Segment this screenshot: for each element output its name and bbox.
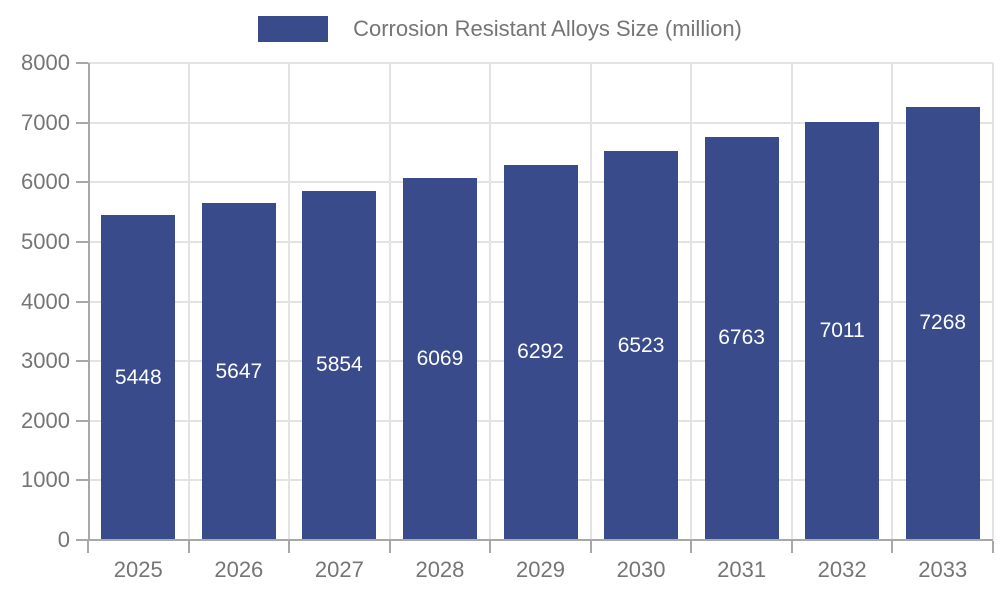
v-gridline [992, 63, 994, 540]
bar-value-label: 6069 [416, 347, 464, 371]
x-axis-line [88, 539, 993, 541]
bar: 6763 [704, 136, 779, 540]
bar: 5854 [302, 190, 377, 540]
h-gridline [88, 62, 993, 64]
y-tick [76, 539, 88, 541]
x-tick-label: 2031 [717, 557, 767, 582]
x-tick-label: 2028 [415, 557, 465, 582]
y-tick-label: 6000 [21, 169, 70, 195]
x-tick-label: 2025 [113, 557, 163, 582]
h-gridline [88, 121, 993, 124]
v-gridline [388, 63, 391, 540]
v-gridline [489, 63, 492, 540]
y-tick-label: 7000 [21, 109, 70, 135]
y-tick [76, 62, 88, 64]
x-tick-label: 2026 [214, 557, 264, 582]
bar: 5647 [201, 203, 276, 540]
bar: 7011 [805, 121, 880, 540]
bar-value-label: 5448 [114, 365, 162, 389]
x-tick [288, 541, 291, 553]
x-tick [992, 541, 994, 553]
x-tick [187, 541, 190, 553]
y-tick [76, 300, 88, 303]
y-tick [76, 240, 88, 243]
legend-swatch [258, 16, 329, 42]
y-tick [76, 121, 88, 124]
bar: 6069 [402, 178, 477, 540]
v-gridline [288, 63, 291, 540]
bar-value-label: 5647 [215, 359, 263, 383]
bar-value-label: 6523 [617, 333, 665, 357]
x-tick [87, 541, 89, 553]
v-gridline [690, 63, 693, 540]
y-tick [76, 419, 88, 422]
bar: 7268 [905, 106, 980, 540]
bar-value-label: 7268 [919, 311, 967, 335]
bar: 6292 [503, 164, 578, 540]
bar-value-label: 6763 [718, 326, 765, 350]
plot-area: 5448 5647 5854 6069 6292 6523 6763 7011 7268 0 10… [21, 50, 994, 582]
bar: 5448 [101, 215, 176, 540]
y-tick-label: 2000 [21, 407, 70, 433]
v-gridline [187, 63, 190, 540]
x-tick-label: 2033 [918, 557, 968, 582]
y-axis-line [88, 63, 90, 540]
bar-value-label: 5854 [316, 353, 363, 377]
x-tick [388, 541, 391, 553]
legend-label: Corrosion Resistant Alloys Size (million… [353, 16, 742, 41]
v-gridline [790, 63, 793, 540]
x-tick [489, 541, 492, 553]
x-tick-label: 2032 [817, 557, 867, 582]
x-tick-label: 2027 [314, 557, 364, 582]
y-tick-label: 3000 [21, 348, 70, 374]
y-tick-label: 8000 [21, 50, 70, 75]
y-tick [76, 181, 88, 184]
bar: 6523 [604, 151, 679, 540]
bar-value-label: 7011 [819, 318, 865, 342]
x-tick [891, 541, 894, 553]
legend: Corrosion Resistant Alloys Size (million… [0, 16, 1000, 42]
y-tick [76, 360, 88, 363]
y-tick-label: 0 [57, 527, 70, 552]
x-tick-label: 2030 [616, 557, 666, 582]
x-tick [790, 541, 793, 553]
v-gridline [891, 63, 894, 540]
y-tick-label: 5000 [21, 228, 70, 254]
v-gridline [589, 63, 592, 540]
x-tick-label: 2029 [516, 557, 565, 582]
x-tick [589, 541, 592, 553]
y-tick-label: 1000 [21, 467, 70, 493]
x-tick [690, 541, 693, 553]
y-tick-label: 4000 [21, 288, 70, 314]
bar-value-label: 6292 [517, 340, 564, 364]
y-tick [76, 479, 88, 482]
